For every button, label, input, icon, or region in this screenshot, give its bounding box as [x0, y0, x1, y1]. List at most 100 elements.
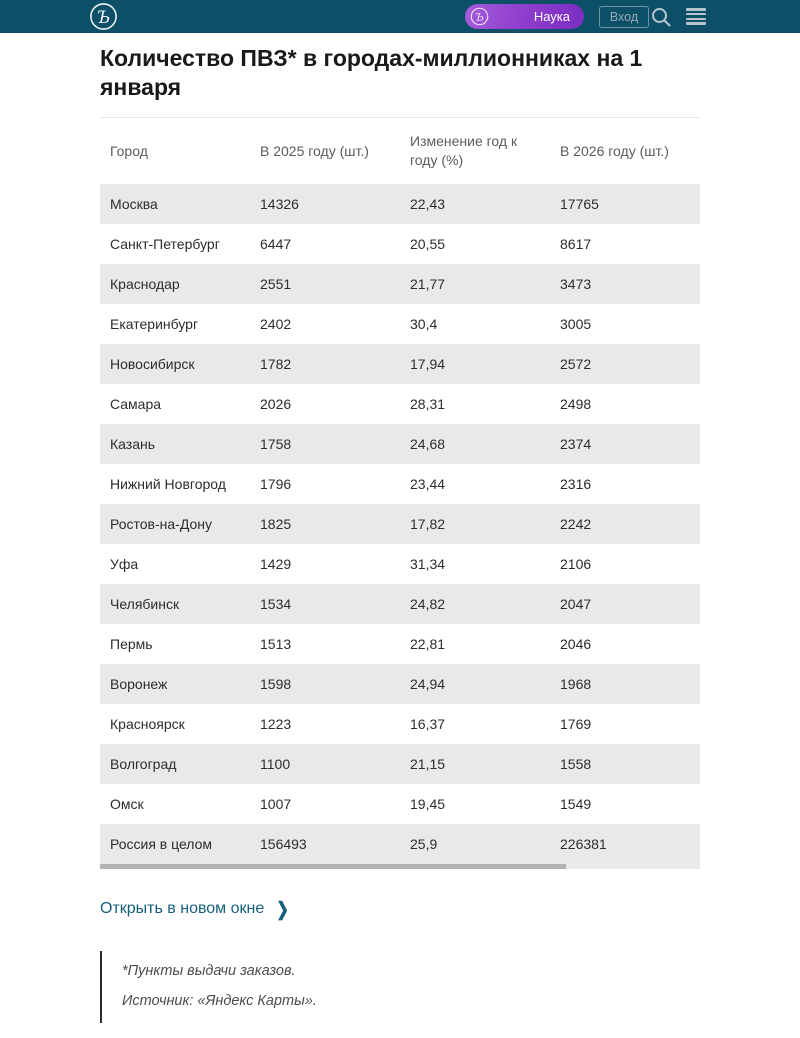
table-row: Нижний Новгород 1796 23,44 2316: [100, 464, 700, 504]
table-row: Ростов-на-Дону 1825 17,82 2242: [100, 504, 700, 544]
cell-change: 24,94: [410, 676, 446, 692]
table-body: Москва 14326 22,43 17765 Санкт-Петербург…: [100, 184, 700, 864]
article-content: Количество ПВЗ* в городах-миллионниках н…: [0, 44, 800, 1023]
open-link-label: Открыть в новом окне: [100, 900, 265, 917]
cell-2025: 1796: [260, 476, 292, 492]
table-row: Волгоград 1100 21,15 1558: [100, 744, 700, 784]
cell-2026: 2498: [560, 396, 592, 412]
cell-2026: 2047: [560, 596, 592, 612]
pvz-table: Город В 2025 году (шт.) Изменение год к …: [100, 118, 700, 869]
cell-city: Уфа: [110, 556, 139, 572]
table-header-row: Город В 2025 году (шт.) Изменение год к …: [100, 118, 700, 184]
cell-2026: 3473: [560, 276, 592, 292]
cell-2025: 1534: [260, 596, 292, 612]
footnote-definition: *Пункты выдачи заказов.: [122, 963, 296, 979]
cell-2025: 1825: [260, 516, 292, 532]
cell-change: 28,31: [410, 396, 446, 412]
table-row: Челябинск 1534 24,82 2047: [100, 584, 700, 624]
table-row: Пермь 1513 22,81 2046: [100, 624, 700, 664]
cell-2025: 1223: [260, 716, 292, 732]
cell-2026: 17765: [560, 196, 599, 212]
cell-city: Новосибирск: [110, 356, 195, 372]
cell-change: 25,9: [410, 836, 438, 852]
cell-change: 16,37: [410, 716, 446, 732]
cell-city: Волгоград: [110, 756, 177, 772]
cell-2026: 2316: [560, 476, 592, 492]
cell-2026: 1558: [560, 756, 592, 772]
cell-city: Воронеж: [110, 676, 168, 692]
table-row: Санкт-Петербург 6447 20,55 8617: [100, 224, 700, 264]
cell-2026: 2242: [560, 516, 592, 532]
cell-change: 17,94: [410, 356, 446, 372]
open-in-new-window-link[interactable]: Открыть в новом окне ❯: [100, 899, 289, 921]
table-row: Новосибирск 1782 17,94 2572: [100, 344, 700, 384]
cell-2025: 1513: [260, 636, 292, 652]
cell-2025: 6447: [260, 236, 292, 252]
cell-change: 22,81: [410, 636, 446, 652]
cell-change: 19,45: [410, 796, 446, 812]
table-row: Воронеж 1598 24,94 1968: [100, 664, 700, 704]
cell-city: Екатеринбург: [110, 316, 199, 332]
cell-city: Челябинск: [110, 596, 180, 612]
cell-2025: 1758: [260, 436, 292, 452]
cell-city: Самара: [110, 396, 162, 412]
table-row: Россия в целом 156493 25,9 226381: [100, 824, 700, 864]
footnote-block: *Пункты выдачи заказов. Источник: «Яндек…: [100, 951, 700, 1023]
cell-2026: 8617: [560, 236, 592, 252]
page-title: Количество ПВЗ* в городах-миллионниках н…: [100, 45, 643, 100]
cell-change: 21,77: [410, 276, 446, 292]
cell-change: 30,4: [410, 316, 438, 332]
cell-city: Казань: [110, 436, 156, 452]
cell-2026: 2046: [560, 636, 592, 652]
cell-2025: 2551: [260, 276, 292, 292]
science-section-button[interactable]: Ъ Наука: [465, 4, 584, 29]
cell-city: Краснодар: [110, 276, 180, 292]
svg-text:Ъ: Ъ: [475, 11, 484, 24]
column-header-city: Город: [110, 142, 148, 159]
cell-2025: 14326: [260, 196, 299, 212]
cell-change: 22,43: [410, 196, 446, 212]
kommersant-logo-icon[interactable]: Ъ: [89, 2, 118, 31]
cell-2025: 1598: [260, 676, 292, 692]
cell-2025: 2402: [260, 316, 292, 332]
cell-2025: 1100: [260, 756, 291, 772]
cell-2026: 1549: [560, 796, 592, 812]
science-logo-icon: Ъ: [470, 7, 489, 26]
cell-2025: 1429: [260, 556, 292, 572]
cell-2026: 1769: [560, 716, 592, 732]
cell-change: 24,68: [410, 436, 446, 452]
table-row: Казань 1758 24,68 2374: [100, 424, 700, 464]
login-button[interactable]: Вход: [599, 6, 649, 28]
table-row: Москва 14326 22,43 17765: [100, 184, 700, 224]
science-badge-label: Наука: [533, 9, 570, 24]
table-row: Самара 2026 28,31 2498: [100, 384, 700, 424]
cell-city: Ростов-на-Дону: [110, 516, 212, 532]
cell-city: Санкт-Петербург: [110, 236, 220, 252]
horizontal-scrollbar-thumb[interactable]: [100, 864, 566, 869]
cell-change: 24,82: [410, 596, 446, 612]
cell-2025: 1782: [260, 356, 292, 372]
cell-change: 17,82: [410, 516, 446, 532]
cell-2025: 156493: [260, 836, 307, 852]
chevron-right-icon: ❯: [276, 899, 289, 921]
table-row: Красноярск 1223 16,37 1769: [100, 704, 700, 744]
cell-change: 20,55: [410, 236, 446, 252]
menu-icon[interactable]: [686, 8, 706, 25]
horizontal-scrollbar-track[interactable]: [100, 864, 700, 869]
cell-2025: 1007: [260, 796, 292, 812]
column-header-change: Изменение год к году (%): [410, 133, 518, 168]
cell-city: Красноярск: [110, 716, 185, 732]
cell-city: Пермь: [110, 636, 153, 652]
table-row: Екатеринбург 2402 30,4 3005: [100, 304, 700, 344]
search-icon[interactable]: [650, 6, 672, 28]
divider: [100, 117, 700, 118]
cell-change: 21,15: [410, 756, 446, 772]
cell-change: 23,44: [410, 476, 446, 492]
cell-2025: 2026: [260, 396, 292, 412]
cell-2026: 1968: [560, 676, 592, 692]
cell-city: Омск: [110, 796, 144, 812]
cell-city: Нижний Новгород: [110, 476, 226, 492]
footnote-source: Источник: «Яндекс Карты».: [122, 993, 317, 1009]
table-row: Краснодар 2551 21,77 3473: [100, 264, 700, 304]
table-row: Омск 1007 19,45 1549: [100, 784, 700, 824]
